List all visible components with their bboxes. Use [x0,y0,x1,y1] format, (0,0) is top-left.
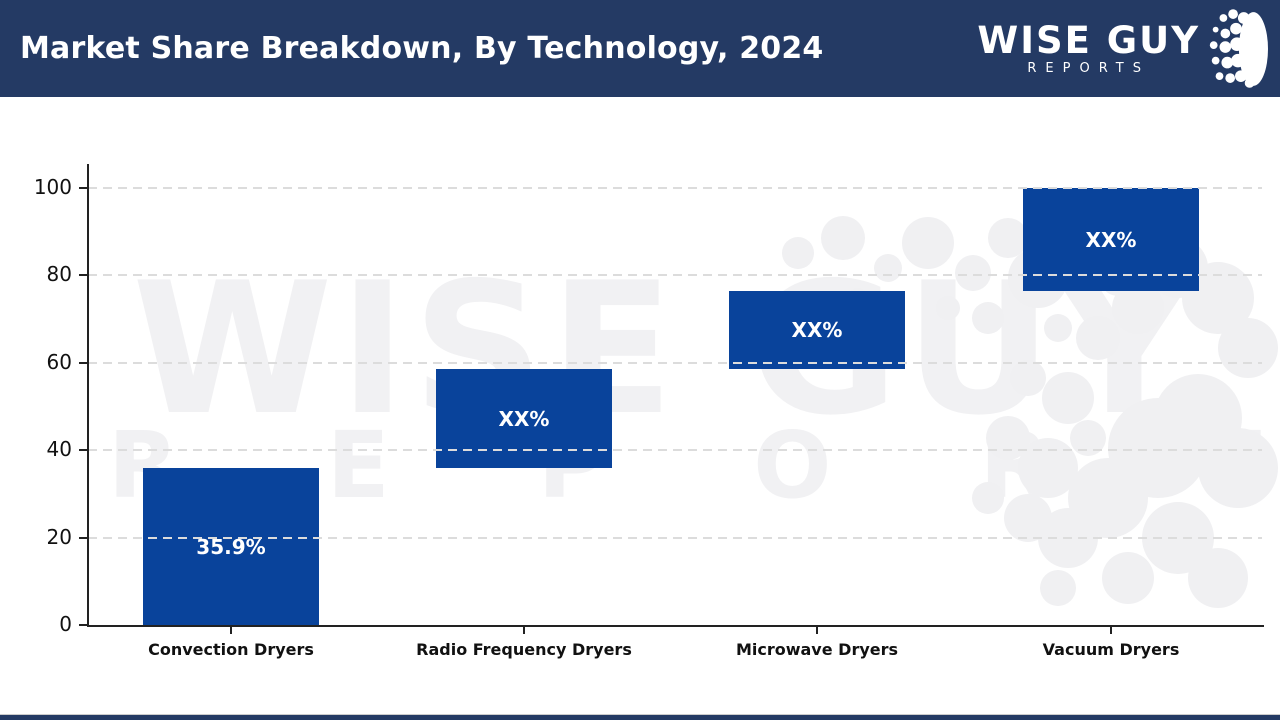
x-axis-tick-label: Convection Dryers [148,640,314,659]
y-axis-tick-label: 40 [46,437,72,462]
bar: XX% [729,291,905,370]
gridline [88,361,1262,364]
bar-value-label: XX% [498,406,550,431]
x-axis-tick [523,627,525,634]
x-axis-tick-label: Microwave Dryers [735,640,899,659]
x-axis-tick [230,627,232,634]
page-title: Market Share Breakdown, By Technology, 2… [20,31,824,66]
watermark-face-icon [782,216,1278,608]
x-axis-line [87,625,1264,627]
y-axis-tick-label: 0 [59,612,72,636]
footer-divider [0,714,1280,715]
bar-value-label: XX% [1085,227,1137,252]
wise-guy-reports-logo: WISE GUY REPORTS [977,6,1268,92]
gridline [88,536,1262,539]
header: Market Share Breakdown, By Technology, 2… [0,0,1280,97]
logo-subtitle: REPORTS [1027,61,1150,77]
y-axis-tick-label: 20 [46,524,72,549]
bar: 35.9% [143,468,319,625]
footer-bar [0,715,1280,720]
bar: XX% [436,369,612,469]
gridline [88,449,1262,452]
gridline [88,187,1262,189]
logo-wordmark: WISE GUY [977,18,1200,62]
y-axis-tick-label: 100 [33,175,72,199]
bar-value-label: XX% [791,318,843,343]
bar: XX% [1023,188,1199,292]
gridline [88,274,1262,277]
x-axis-tick [1110,627,1112,634]
y-axis-tick [79,536,88,539]
logo-face-icon [1209,9,1268,88]
y-axis-tick [79,274,88,277]
y-axis-tick-label: 60 [46,349,72,374]
x-axis-tick-label: Vacuum Dryers [1042,640,1180,659]
y-axis-tick-label: 80 [46,262,72,287]
y-axis-line [87,164,89,627]
y-axis-tick [79,361,88,364]
logo-text: WISE GUY REPORTS [977,18,1200,77]
y-axis-tick [79,187,88,189]
x-axis-tick-label: Radio Frequency Dryers [416,640,632,659]
x-axis-tick [816,627,818,634]
y-axis-tick [79,624,88,626]
y-axis-tick [79,449,88,452]
